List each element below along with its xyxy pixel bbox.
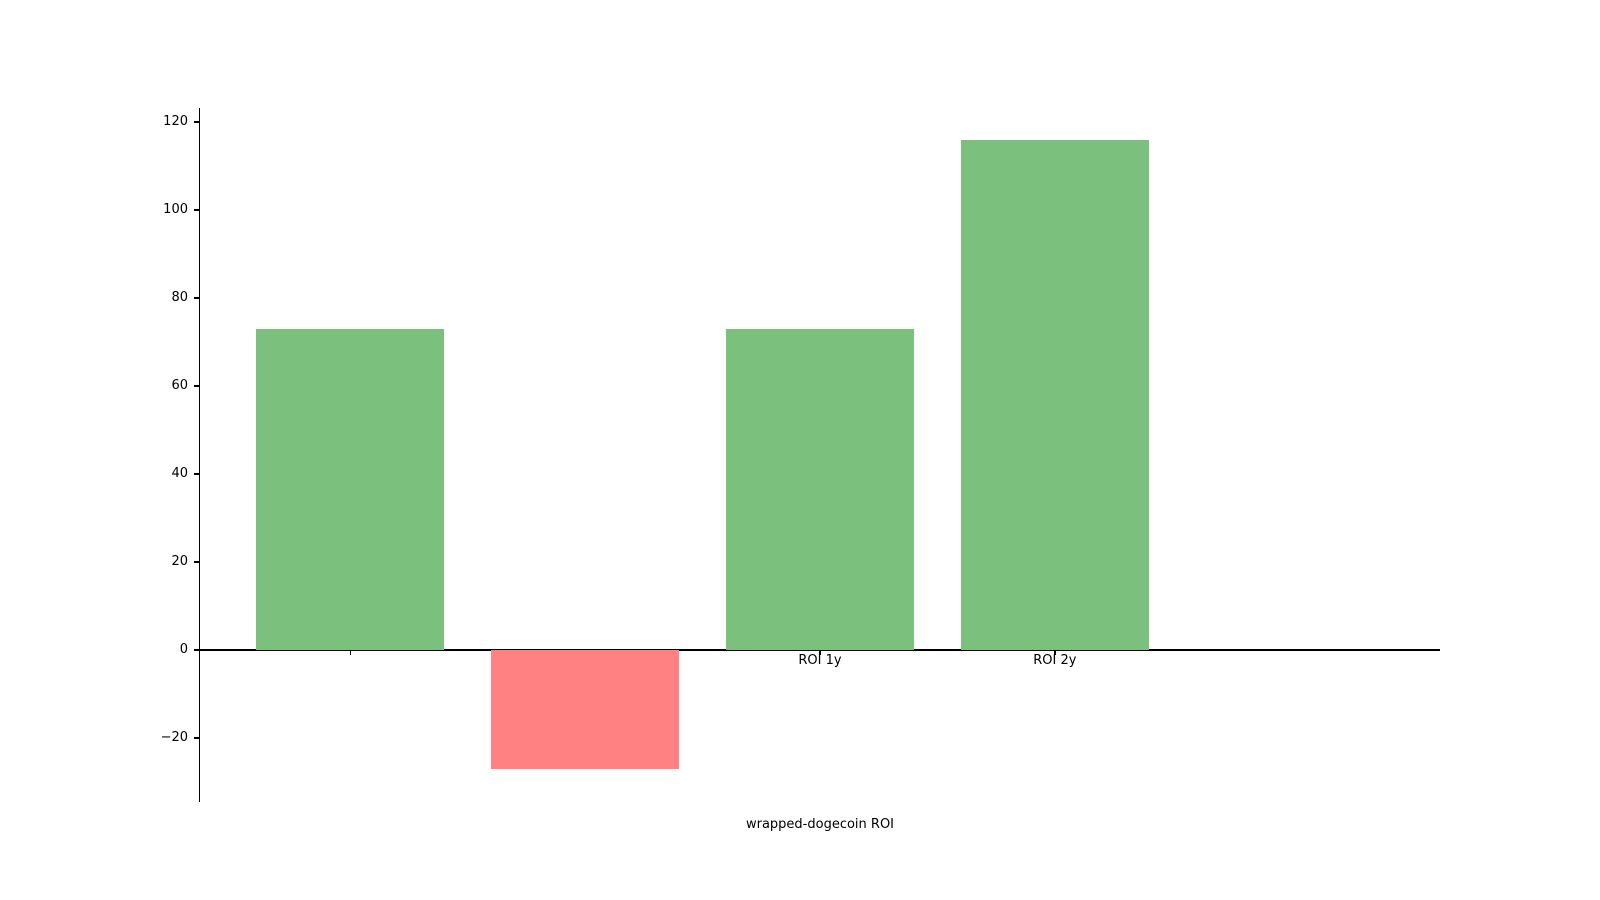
y-tick-mark <box>194 385 200 387</box>
y-tick-mark <box>194 121 200 123</box>
y-tick-mark <box>194 561 200 563</box>
y-tick-mark <box>194 649 200 651</box>
y-tick-mark <box>194 737 200 739</box>
bar-3 <box>960 139 1149 650</box>
y-axis-line <box>198 108 200 802</box>
y-tick-mark <box>194 473 200 475</box>
bar-2 <box>726 328 914 650</box>
y-tick-mark <box>194 297 200 299</box>
x-tick-label: ROI 1y <box>798 652 842 668</box>
x-tick-mark <box>819 649 821 655</box>
y-tick-label: 0 <box>179 641 188 657</box>
y-tick-mark <box>194 209 200 211</box>
x-tick-mark <box>349 649 352 655</box>
y-tick-label: 120 <box>163 114 188 130</box>
y-tick-label: 40 <box>171 465 188 481</box>
y-tick-label: 80 <box>171 289 188 305</box>
bar-1 <box>491 649 680 769</box>
x-axis-title: wrapped-dogecoin ROI <box>745 817 895 832</box>
y-tick-label: 100 <box>163 202 188 218</box>
y-tick-label: −20 <box>160 729 188 745</box>
y-tick-label: 20 <box>171 553 188 569</box>
x-tick-label: ROI 2y <box>1033 652 1077 668</box>
bar-0 <box>256 328 445 650</box>
x-tick-mark <box>1054 649 1056 655</box>
y-tick-label: 60 <box>171 377 188 393</box>
